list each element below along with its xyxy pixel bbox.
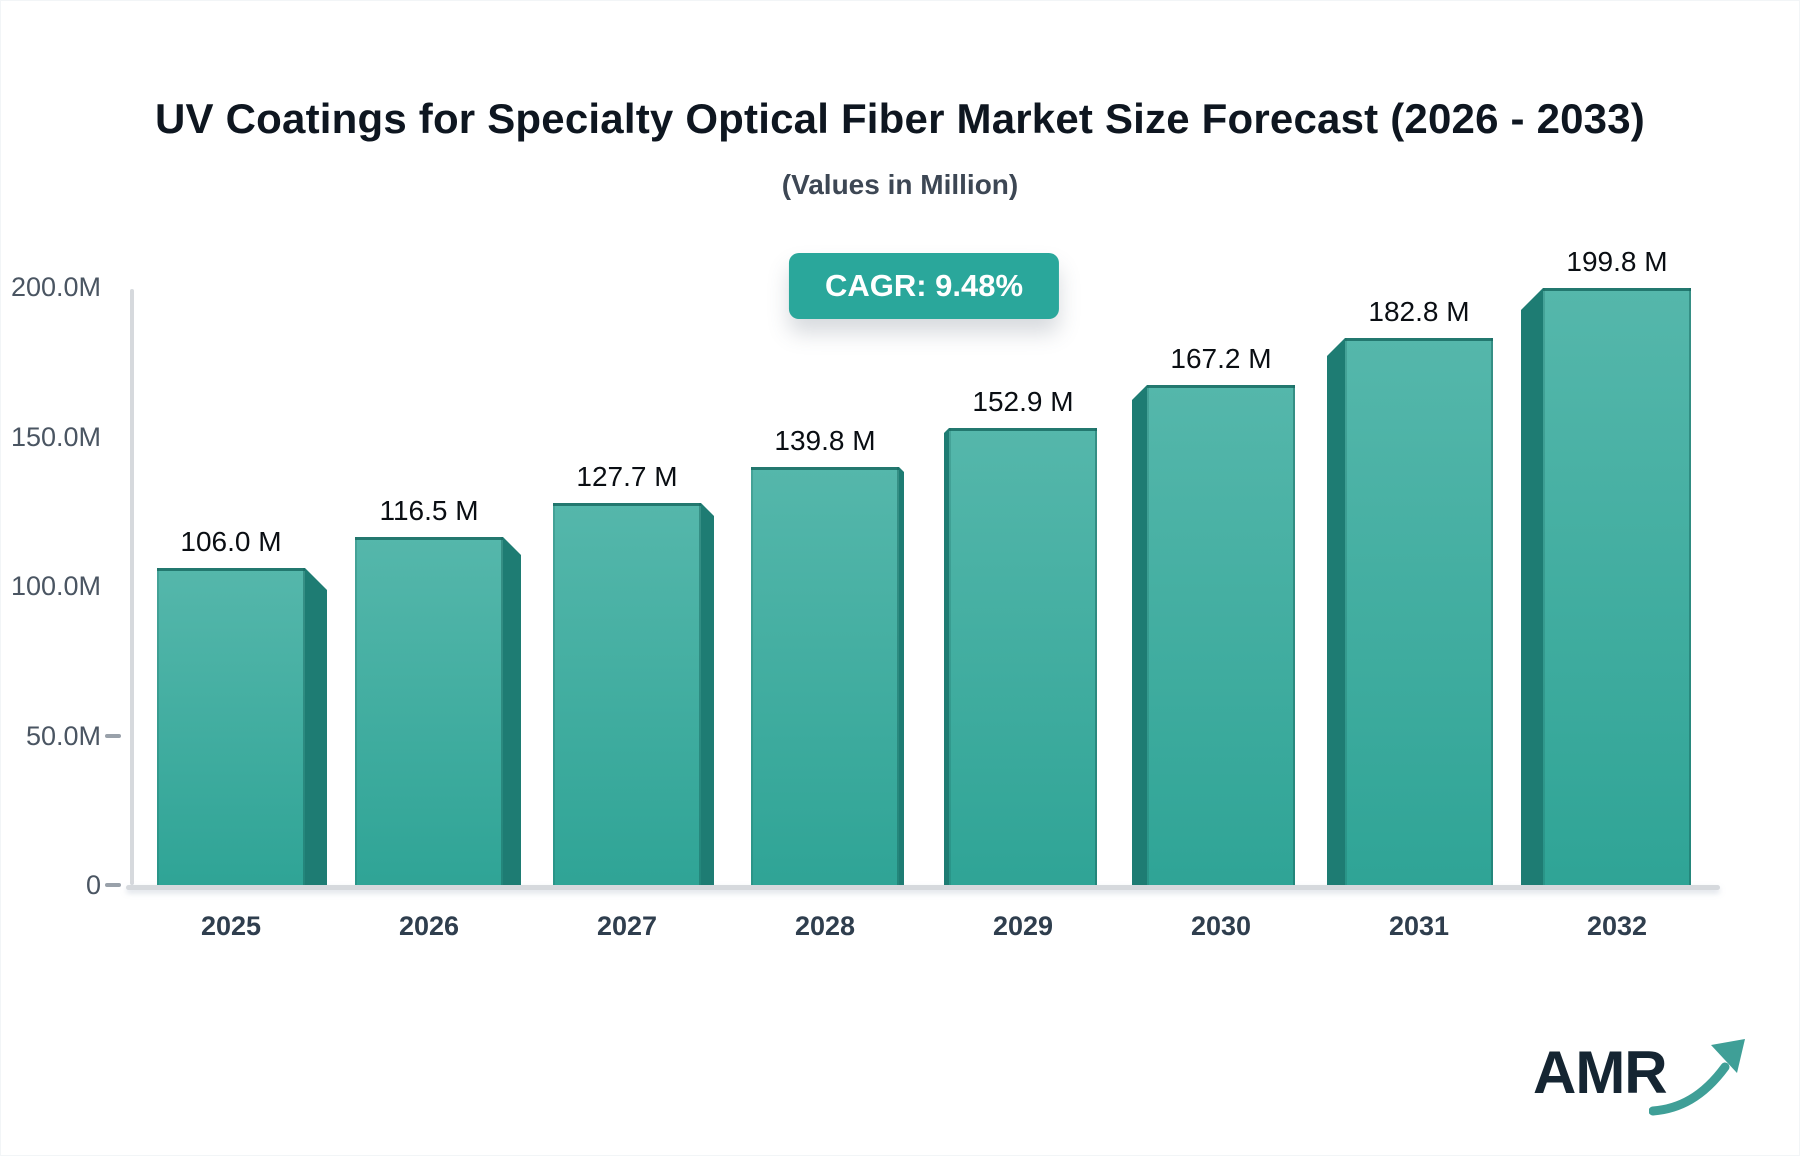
bar-2030 — [1147, 385, 1295, 885]
y-axis-tick-label: 150.0M — [10, 421, 101, 452]
bar-2031 — [1345, 338, 1493, 885]
y-axis-tick-label: 200.0M — [10, 272, 101, 302]
amr-logo-text: AMR — [1533, 1039, 1668, 1106]
growth-arrow-icon — [1649, 1039, 1745, 1116]
bar-value-label: 127.7 M — [576, 461, 678, 492]
bar-value-label: 199.8 M — [1566, 246, 1668, 277]
y-axis-tick-mark — [105, 733, 121, 738]
y-axis-tick-label: 100.0M — [10, 571, 101, 601]
bar-2026 — [355, 537, 503, 885]
y-axis-tick-label: 0 — [85, 870, 101, 900]
bar-side-face — [503, 537, 521, 885]
x-axis-category-label: 2031 — [1388, 911, 1450, 941]
bar-side-face — [305, 568, 327, 885]
x-axis-category-label: 2026 — [398, 911, 460, 941]
bar-2029 — [949, 428, 1097, 885]
chart-subtitle: (Values in Million) — [781, 169, 1019, 200]
bar-side-face — [1327, 338, 1345, 885]
x-axis-category-label: 2025 — [200, 911, 262, 941]
amr-logo: AMR — [1533, 1033, 1745, 1117]
bar-value-label: 116.5 M — [379, 495, 479, 526]
bar-2028 — [751, 467, 899, 885]
y-axis-tick-label: 50.0M — [25, 720, 101, 751]
bar-value-label: 106.0 M — [180, 526, 282, 557]
bar-side-face — [1521, 288, 1543, 885]
y-axis-tick-mark — [105, 883, 121, 887]
x-axis-category-label: 2030 — [1190, 911, 1252, 941]
x-axis-baseline — [126, 885, 1720, 890]
bar-side-face — [701, 503, 714, 885]
bar-value-label: 182.8 M — [1368, 296, 1470, 327]
x-axis-category-label: 2028 — [794, 911, 856, 941]
x-axis-category-label: 2027 — [596, 911, 658, 941]
x-axis-category-label: 2032 — [1586, 911, 1648, 941]
x-axis-category-label: 2029 — [992, 911, 1054, 941]
bar-side-face — [1132, 385, 1147, 885]
y-axis-line — [130, 289, 134, 885]
bar-side-face — [944, 428, 949, 885]
bar-2032 — [1543, 288, 1691, 885]
bar-value-label: 152.9 M — [972, 386, 1074, 417]
chart-title: UV Coatings for Specialty Optical Fiber … — [155, 95, 1645, 142]
cagr-badge: CAGR: 9.48% — [788, 253, 1060, 319]
bar-2027 — [553, 503, 701, 885]
bar-value-label: 167.2 M — [1170, 343, 1272, 374]
bar-side-face — [899, 467, 904, 885]
bar-2025 — [157, 568, 305, 885]
bar-value-label: 139.8 M — [774, 425, 876, 456]
